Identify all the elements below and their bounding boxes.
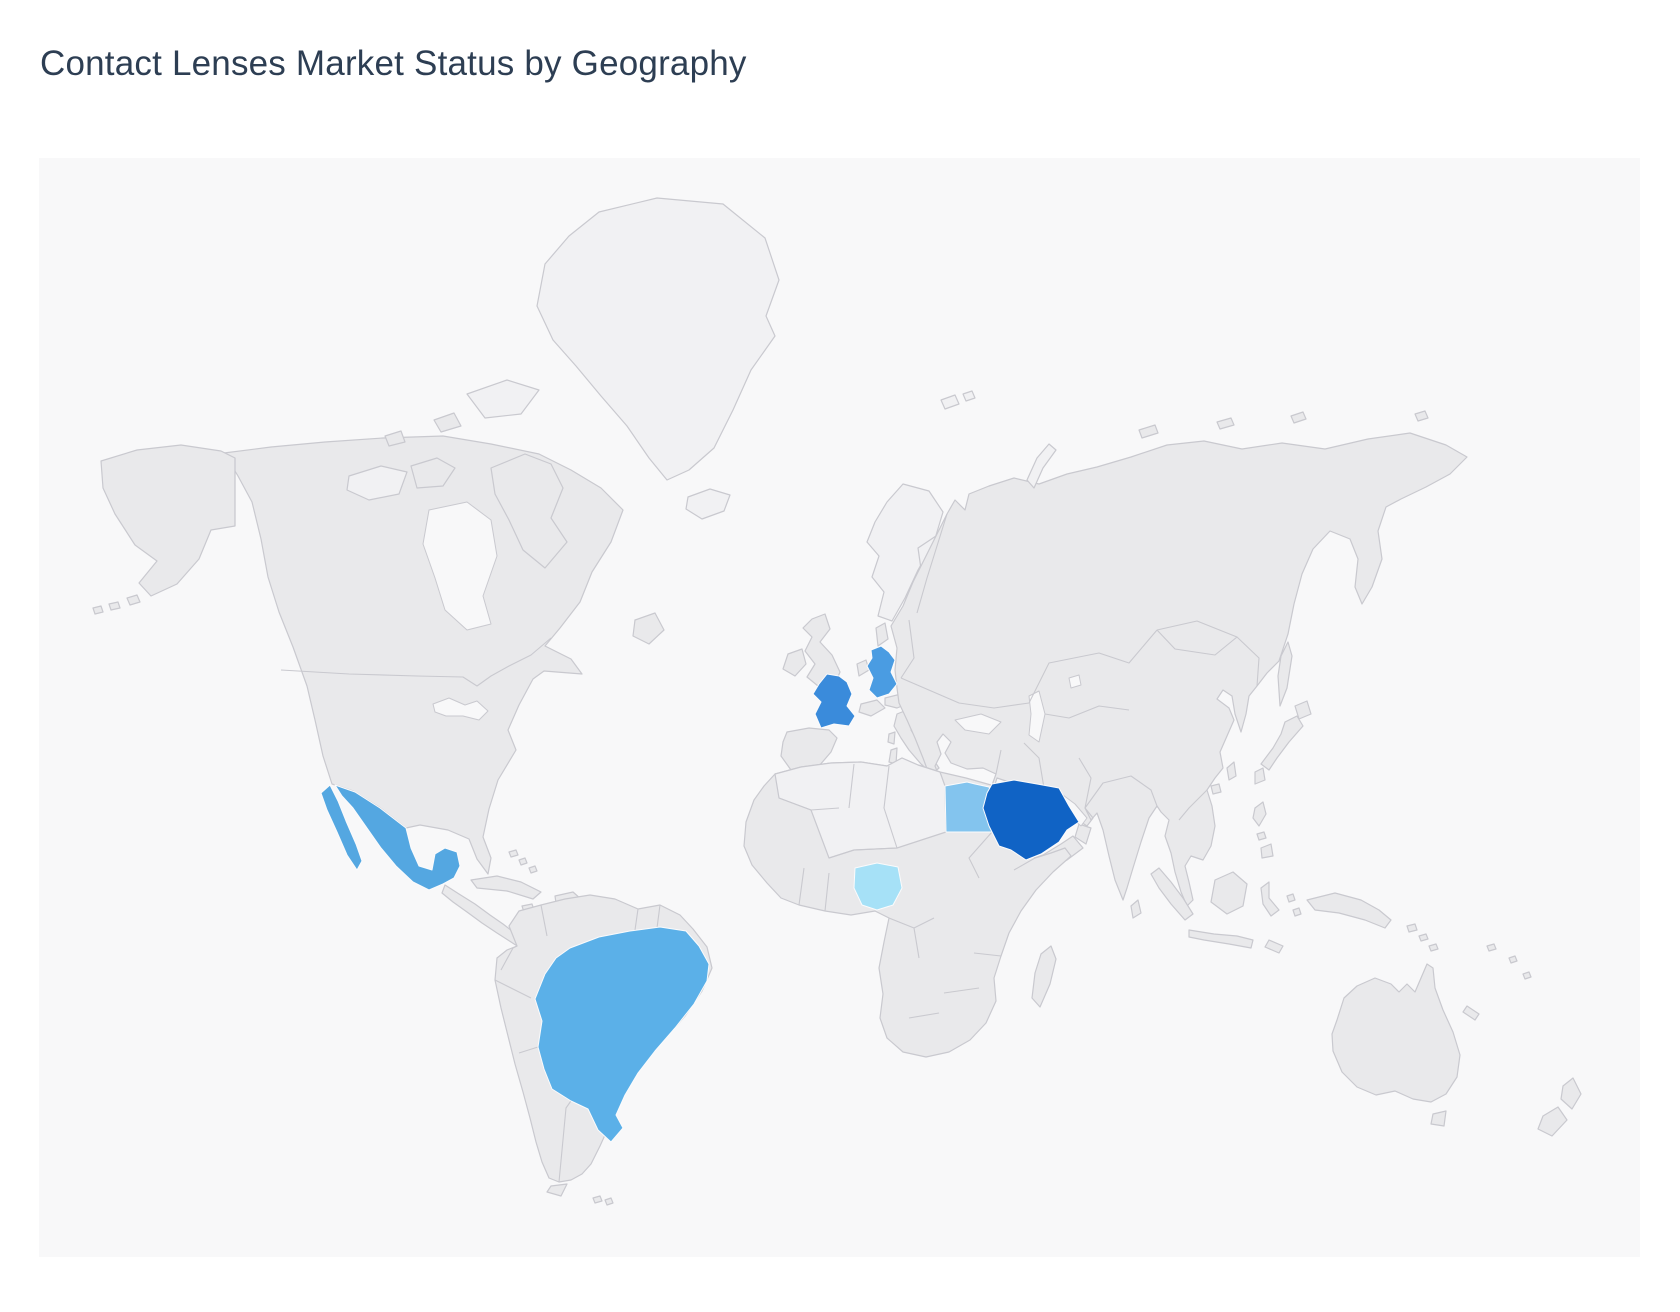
island-timor[interactable] — [1264, 939, 1284, 954]
island-arctic-small-1[interactable] — [433, 412, 462, 433]
black-sea — [954, 713, 1002, 735]
landmass-benelux[interactable] — [856, 659, 870, 677]
landmass-switzerland[interactable] — [858, 699, 886, 717]
island-tierra-del-fuego[interactable] — [546, 1183, 568, 1197]
island-honshu-japan[interactable] — [1260, 715, 1304, 771]
island-taiwan[interactable] — [1226, 761, 1237, 781]
country-germany[interactable] — [866, 645, 898, 699]
borders-europe-russia — [900, 513, 1260, 719]
borders-africa — [778, 763, 1036, 1019]
island-java[interactable] — [1188, 929, 1254, 949]
island-novaya-zemlya[interactable] — [1026, 443, 1057, 489]
island-bahamas[interactable] — [508, 849, 538, 874]
island-falklands[interactable] — [592, 1195, 614, 1206]
world-map-panel — [39, 158, 1640, 1257]
island-sulawesi[interactable] — [1260, 881, 1280, 917]
island-iceland[interactable] — [685, 488, 731, 520]
country-mexico[interactable] — [334, 784, 461, 891]
landmass-denmark[interactable] — [875, 622, 889, 647]
island-hokkaido[interactable] — [1294, 700, 1312, 720]
island-solomons[interactable] — [1406, 923, 1439, 952]
island-corsica[interactable] — [887, 731, 896, 745]
borders-south-america — [494, 904, 661, 1183]
island-new-zealand-north[interactable] — [1560, 1077, 1582, 1110]
island-kyushu[interactable] — [1254, 767, 1266, 785]
island-ellesmere[interactable] — [466, 379, 540, 419]
island-victoria[interactable] — [346, 465, 408, 501]
great-lakes — [432, 697, 489, 721]
island-new-zealand-south[interactable] — [1537, 1106, 1568, 1137]
page-title: Contact Lenses Market Status by Geograph… — [40, 44, 747, 83]
hudson-bay — [422, 501, 498, 631]
island-fiji-pacific[interactable] — [1486, 943, 1532, 980]
island-sumatra[interactable] — [1150, 867, 1194, 921]
border-us-canada — [280, 637, 552, 687]
layer-highlighted-countries — [320, 645, 1080, 1143]
island-greenland[interactable] — [536, 197, 780, 481]
island-baffin[interactable] — [490, 453, 568, 569]
island-svalbard[interactable] — [940, 390, 976, 410]
island-borneo[interactable] — [1210, 871, 1248, 915]
layer-water — [422, 501, 1088, 827]
aral-sea — [1068, 674, 1082, 689]
landmass-scandinavia[interactable] — [866, 483, 944, 622]
country-saudi-arabia[interactable] — [982, 779, 1080, 861]
borders-middle-east-asia — [995, 742, 1208, 821]
country-brazil[interactable] — [534, 926, 710, 1143]
island-philippines[interactable] — [1252, 801, 1274, 859]
island-new-caledonia[interactable] — [1462, 1005, 1480, 1021]
landmass-oman-horn[interactable] — [1074, 823, 1092, 845]
island-cuba[interactable] — [470, 875, 542, 900]
island-hainan[interactable] — [1210, 783, 1222, 795]
island-arctic-small-2[interactable] — [384, 430, 406, 447]
country-mexico-baja[interactable] — [320, 784, 363, 871]
island-moluccas[interactable] — [1286, 893, 1302, 917]
island-ireland[interactable] — [782, 648, 807, 677]
world-map-svg — [92, 197, 1582, 1206]
layer-borders — [234, 458, 1260, 1183]
landmass-australia[interactable] — [1331, 963, 1461, 1103]
island-aleutians[interactable] — [92, 594, 141, 615]
country-france[interactable] — [812, 673, 856, 729]
country-nigeria[interactable] — [853, 862, 903, 911]
island-sakhalin[interactable] — [1277, 641, 1293, 707]
caspian-sea — [1028, 690, 1046, 743]
landmass-alaska[interactable] — [100, 444, 236, 597]
landmass-north-america[interactable] — [223, 435, 624, 875]
island-newfoundland[interactable] — [632, 612, 665, 645]
island-arctic-siberia[interactable] — [1138, 410, 1429, 439]
island-tasmania[interactable] — [1430, 1110, 1447, 1127]
island-new-guinea[interactable] — [1306, 892, 1392, 929]
island-madagascar[interactable] — [1031, 945, 1057, 1008]
island-banks[interactable] — [410, 457, 456, 489]
island-sri-lanka[interactable] — [1130, 899, 1142, 919]
